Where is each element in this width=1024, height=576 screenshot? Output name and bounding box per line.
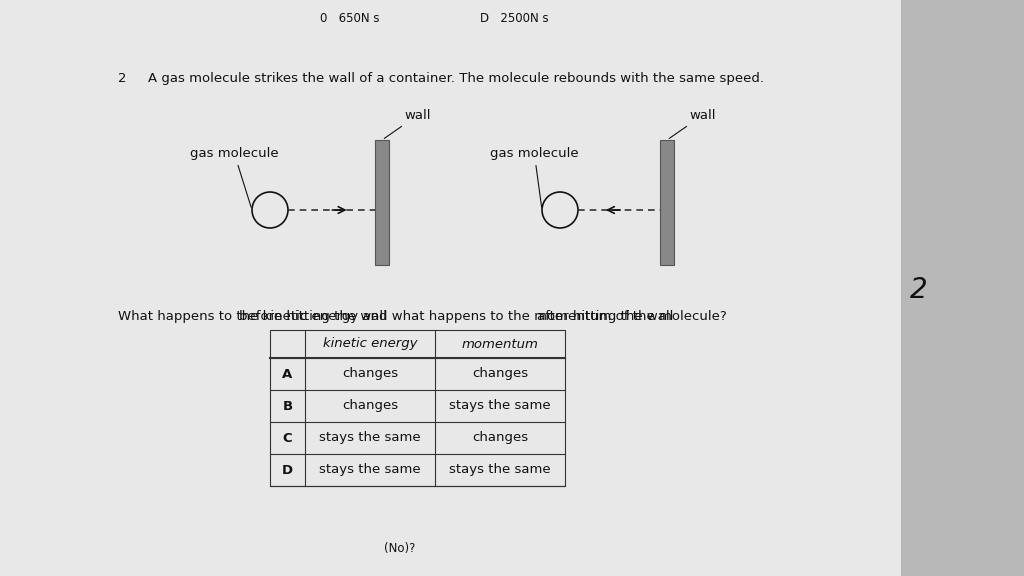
- Text: 2: 2: [118, 72, 127, 85]
- Text: A gas molecule strikes the wall of a container. The molecule rebounds with the s: A gas molecule strikes the wall of a con…: [148, 72, 764, 85]
- Text: (No)?: (No)?: [384, 542, 416, 555]
- Text: after hitting the wall: after hitting the wall: [537, 310, 673, 323]
- Text: D   2500N s: D 2500N s: [480, 12, 549, 25]
- Text: A: A: [283, 367, 293, 381]
- Text: 0   650N s: 0 650N s: [319, 12, 380, 25]
- Text: before hitting the wall: before hitting the wall: [239, 310, 386, 323]
- Text: kinetic energy: kinetic energy: [323, 338, 417, 351]
- Text: momentum: momentum: [462, 338, 539, 351]
- Text: stays the same: stays the same: [319, 431, 421, 445]
- Text: gas molecule: gas molecule: [190, 147, 279, 207]
- Bar: [660, 140, 674, 265]
- Text: 2: 2: [910, 276, 928, 304]
- Text: stays the same: stays the same: [319, 464, 421, 476]
- Text: changes: changes: [472, 367, 528, 381]
- Text: C: C: [283, 431, 292, 445]
- Text: What happens to the kinetic energy and what happens to the momentum of the molec: What happens to the kinetic energy and w…: [118, 310, 727, 323]
- Bar: [270, 330, 565, 486]
- Text: wall: wall: [670, 109, 716, 138]
- Text: stays the same: stays the same: [450, 464, 551, 476]
- Bar: [0, 0, 901, 576]
- Text: stays the same: stays the same: [450, 400, 551, 412]
- Text: B: B: [283, 400, 293, 412]
- Text: wall: wall: [384, 109, 430, 138]
- Text: gas molecule: gas molecule: [490, 147, 579, 207]
- Text: D: D: [282, 464, 293, 476]
- Text: changes: changes: [342, 400, 398, 412]
- Text: changes: changes: [472, 431, 528, 445]
- Bar: [375, 140, 389, 265]
- Text: changes: changes: [342, 367, 398, 381]
